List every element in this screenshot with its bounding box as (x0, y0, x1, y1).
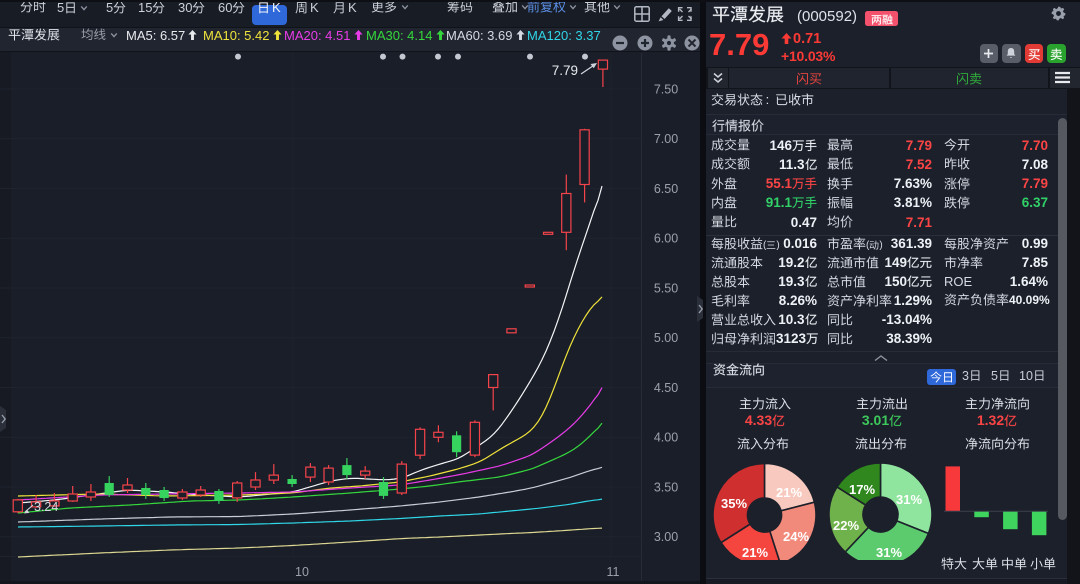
svg-text:6.50: 6.50 (654, 182, 678, 196)
svg-text:3.24: 3.24 (34, 500, 58, 514)
svg-text:11: 11 (607, 565, 620, 579)
svg-text:4.00: 4.00 (654, 431, 678, 445)
svg-text:4.50: 4.50 (654, 381, 678, 395)
svg-text:5.00: 5.00 (654, 331, 678, 345)
svg-text:10: 10 (295, 565, 309, 579)
svg-text:6.00: 6.00 (654, 232, 678, 246)
svg-text:3.50: 3.50 (654, 480, 678, 494)
svg-text:7.79: 7.79 (552, 63, 578, 78)
svg-text:7.00: 7.00 (654, 132, 678, 146)
svg-text:3.00: 3.00 (654, 530, 678, 544)
svg-text:7.50: 7.50 (654, 82, 678, 96)
svg-text:5.50: 5.50 (654, 281, 678, 295)
